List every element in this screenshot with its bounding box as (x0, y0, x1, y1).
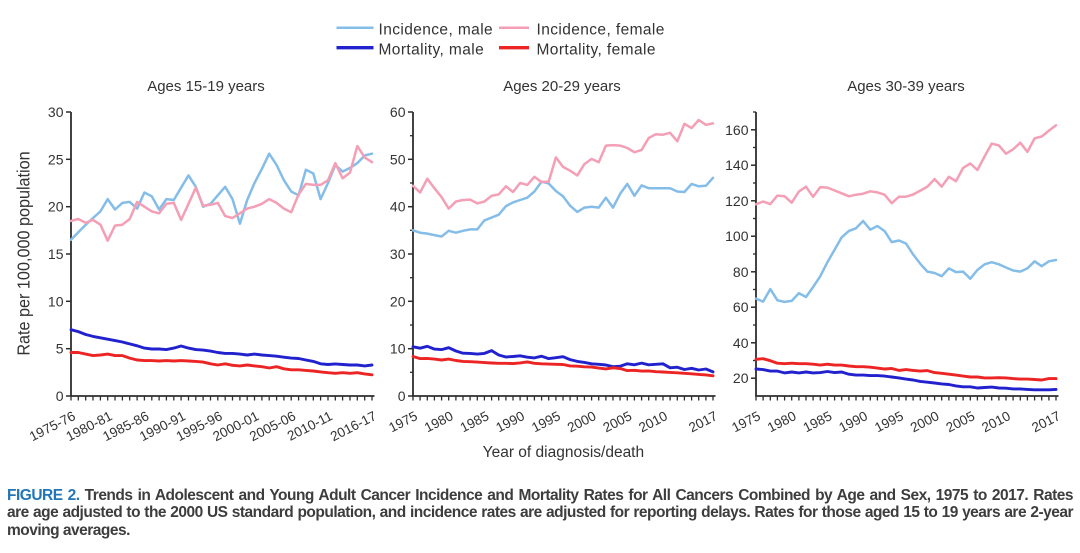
svg-text:50: 50 (390, 151, 406, 167)
svg-text:10: 10 (48, 293, 64, 309)
svg-text:1995: 1995 (872, 408, 906, 435)
svg-text:1980: 1980 (422, 408, 456, 435)
svg-text:Year of diagnosis/death: Year of diagnosis/death (483, 444, 644, 461)
svg-text:30: 30 (48, 104, 64, 120)
svg-text:5: 5 (56, 341, 64, 357)
svg-text:1990: 1990 (836, 408, 870, 435)
svg-text:2010: 2010 (979, 408, 1013, 435)
svg-text:30: 30 (390, 246, 406, 262)
svg-text:2005: 2005 (944, 408, 978, 435)
svg-text:15: 15 (48, 246, 64, 262)
svg-text:60: 60 (390, 104, 406, 120)
svg-text:Ages 20-29 years: Ages 20-29 years (503, 78, 621, 95)
svg-text:2010: 2010 (636, 408, 670, 435)
svg-text:2005: 2005 (601, 408, 635, 435)
svg-text:60: 60 (733, 299, 749, 315)
svg-text:1985: 1985 (801, 408, 835, 435)
svg-text:100: 100 (725, 228, 749, 244)
svg-text:Rate per 100,000 population: Rate per 100,000 population (14, 151, 34, 355)
svg-text:Incidence, male: Incidence, male (379, 21, 494, 38)
svg-text:1985: 1985 (458, 408, 492, 435)
svg-text:2000: 2000 (908, 408, 942, 435)
svg-text:20: 20 (48, 199, 64, 215)
svg-text:1975: 1975 (386, 408, 420, 435)
svg-text:2016-17: 2016-17 (328, 408, 379, 444)
svg-text:20: 20 (733, 370, 749, 386)
svg-text:0: 0 (56, 388, 64, 404)
svg-text:Ages 30-39 years: Ages 30-39 years (847, 78, 965, 95)
svg-text:160: 160 (725, 122, 749, 138)
svg-text:0: 0 (398, 388, 406, 404)
svg-text:1975: 1975 (729, 408, 763, 435)
svg-text:Ages 15-19 years: Ages 15-19 years (147, 78, 265, 95)
svg-text:2000: 2000 (565, 408, 599, 435)
svg-text:140: 140 (725, 157, 749, 173)
svg-text:10: 10 (390, 341, 406, 357)
svg-text:120: 120 (725, 193, 749, 209)
svg-text:25: 25 (48, 151, 64, 167)
svg-text:1995: 1995 (529, 408, 563, 435)
svg-text:Mortality, female: Mortality, female (537, 41, 656, 58)
svg-text:1990: 1990 (493, 408, 527, 435)
svg-text:Incidence, female: Incidence, female (537, 21, 665, 38)
svg-text:2017: 2017 (686, 408, 720, 435)
svg-text:1980: 1980 (765, 408, 799, 435)
svg-text:2017: 2017 (1029, 408, 1063, 435)
svg-text:40: 40 (733, 335, 749, 351)
svg-text:Mortality, male: Mortality, male (379, 41, 485, 58)
svg-text:80: 80 (733, 264, 749, 280)
svg-text:40: 40 (390, 199, 406, 215)
svg-text:20: 20 (390, 293, 406, 309)
